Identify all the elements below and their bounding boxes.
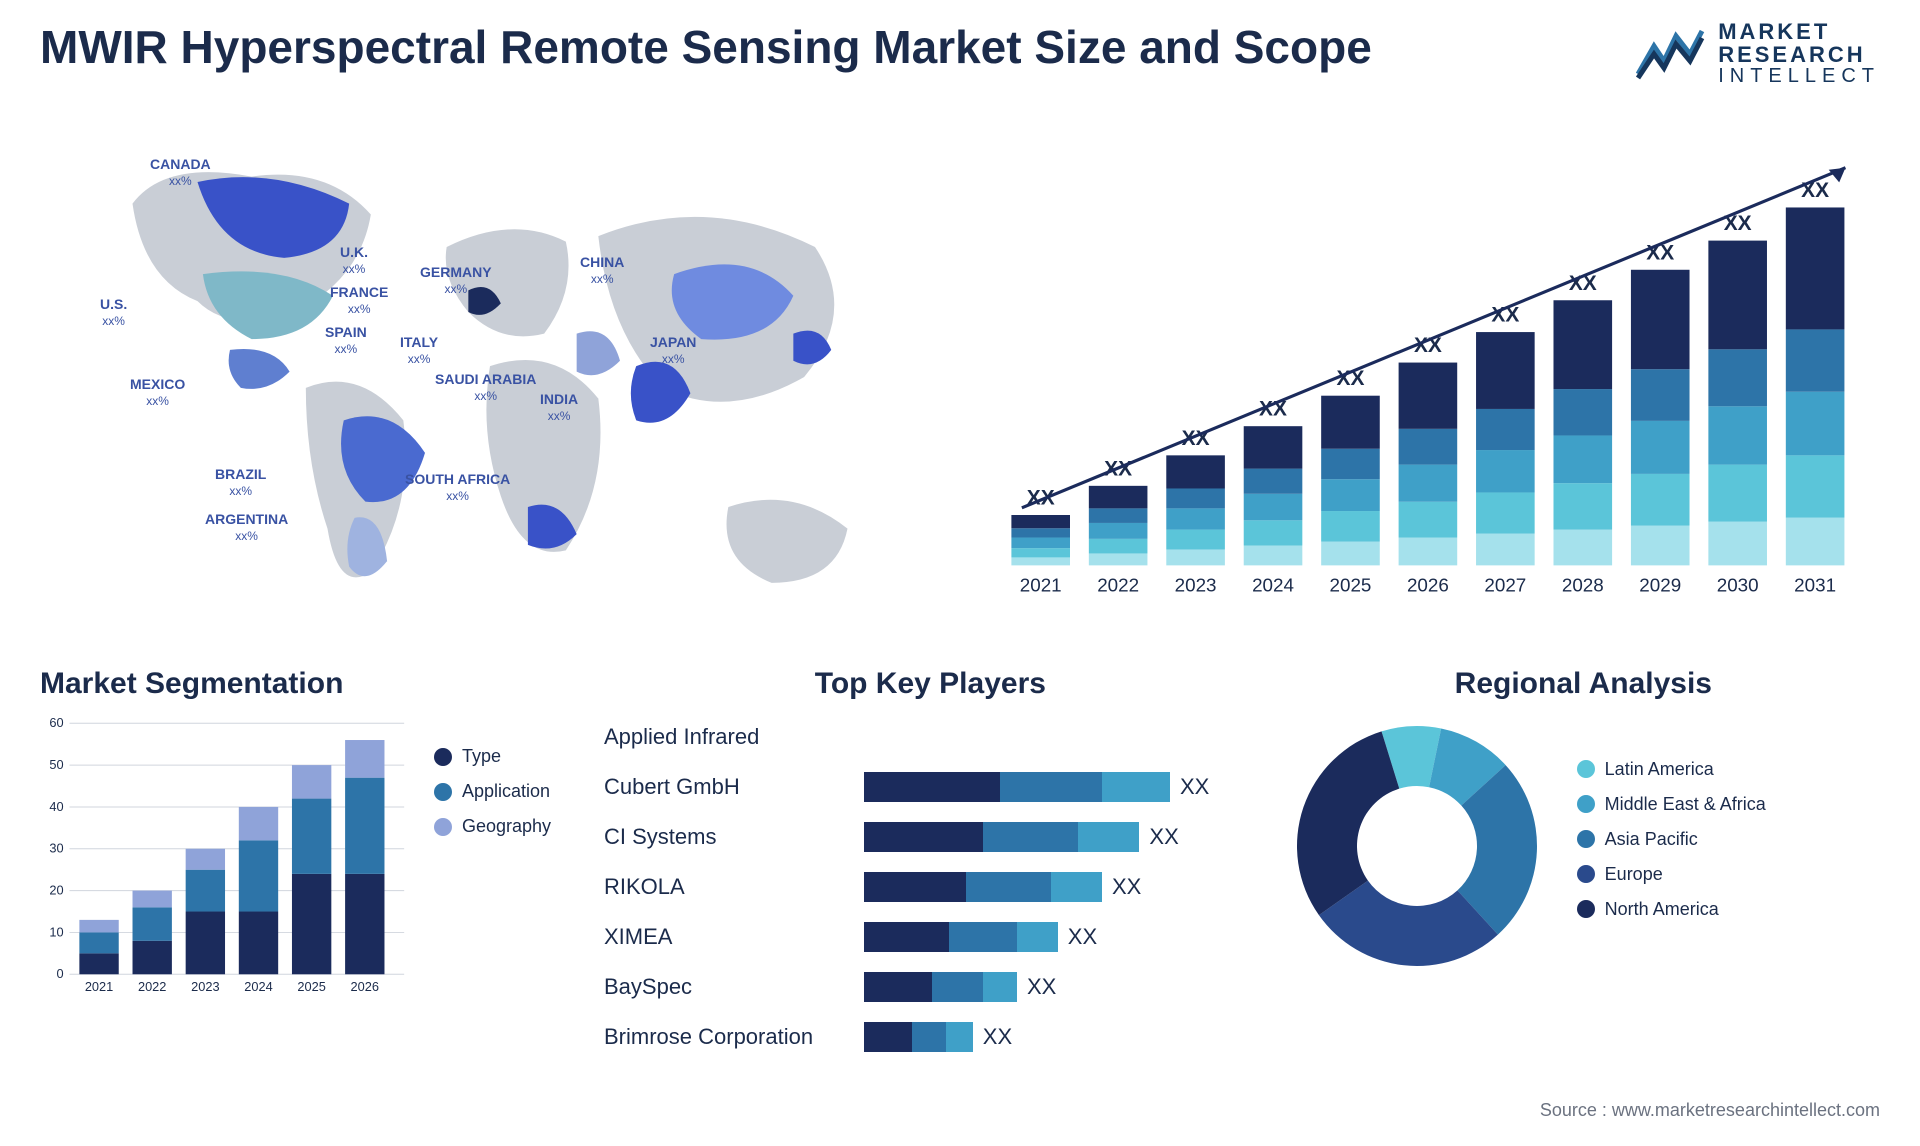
key-player-label: XIMEA (604, 924, 864, 950)
svg-text:2021: 2021 (85, 979, 113, 994)
key-player-bar (864, 1022, 973, 1052)
key-player-value: XX (1068, 924, 1097, 950)
svg-text:10: 10 (49, 925, 63, 940)
regional-donut (1287, 716, 1547, 976)
svg-text:2022: 2022 (138, 979, 166, 994)
key-player-label: RIKOLA (604, 874, 864, 900)
svg-text:2026: 2026 (1407, 575, 1449, 596)
svg-text:40: 40 (49, 799, 63, 814)
svg-text:2023: 2023 (191, 979, 219, 994)
key-player-label: BaySpec (604, 974, 864, 1000)
svg-text:30: 30 (49, 841, 63, 856)
svg-text:2021: 2021 (1020, 575, 1062, 596)
page-title: MWIR Hyperspectral Remote Sensing Market… (40, 20, 1372, 74)
country-label: ARGENTINAxx% (205, 512, 288, 543)
key-player-bar (864, 872, 1102, 902)
country-label: FRANCExx% (330, 285, 388, 316)
legend-item: North America (1577, 899, 1880, 920)
svg-text:2025: 2025 (297, 979, 325, 994)
svg-text:50: 50 (49, 757, 63, 772)
svg-text:2024: 2024 (244, 979, 272, 994)
key-player-value: XX (1112, 874, 1141, 900)
logo-text-3: INTELLECT (1718, 66, 1880, 87)
country-label: CANADAxx% (150, 157, 211, 188)
logo-text-1: MARKET (1718, 20, 1880, 43)
logo-icon (1636, 26, 1706, 81)
segmentation-legend: Type Application Geography (434, 716, 574, 1016)
country-label: GERMANYxx% (420, 265, 492, 296)
country-label: SOUTH AFRICAxx% (405, 472, 510, 503)
legend-item: Asia Pacific (1577, 829, 1880, 850)
country-label: MEXICOxx% (130, 377, 185, 408)
svg-text:XX: XX (1801, 179, 1829, 202)
svg-text:2030: 2030 (1717, 575, 1759, 596)
regional-panel: Regional Analysis Latin America Middle Ea… (1287, 667, 1880, 1067)
svg-text:2022: 2022 (1097, 575, 1139, 596)
key-player-row: Applied Infrared (604, 716, 1257, 758)
source-label: Source : www.marketresearchintellect.com (1540, 1100, 1880, 1121)
segmentation-title: Market Segmentation (40, 667, 574, 701)
country-label: U.S.xx% (100, 297, 127, 328)
legend-item: Middle East & Africa (1577, 794, 1880, 815)
legend-item: Type (434, 746, 574, 767)
key-player-bar (864, 972, 1017, 1002)
key-player-label: Brimrose Corporation (604, 1024, 864, 1050)
country-label: SAUDI ARABIAxx% (435, 372, 536, 403)
key-player-row: Brimrose Corporation XX (604, 1016, 1257, 1058)
svg-text:2025: 2025 (1330, 575, 1372, 596)
key-player-value: XX (1149, 824, 1178, 850)
logo-text-2: RESEARCH (1718, 43, 1880, 66)
world-map-panel: CANADAxx% U.S.xx% MEXICOxx% BRAZILxx% ARGENT… (40, 117, 940, 637)
country-label: JAPANxx% (650, 335, 696, 366)
key-player-row: XIMEA XX (604, 916, 1257, 958)
key-player-value: XX (983, 1024, 1012, 1050)
key-players-chart: Applied Infrared Cubert GmbH XX CI Systems X… (604, 716, 1257, 1058)
key-player-bar (864, 772, 1170, 802)
legend-item: Latin America (1577, 759, 1880, 780)
regional-legend: Latin America Middle East & Africa Asia Pa… (1577, 759, 1880, 934)
growth-chart-panel: XX2021XX2022XX2023XX2024XX2025XX2026XX20… (980, 117, 1880, 637)
growth-bar-chart: XX2021XX2022XX2023XX2024XX2025XX2026XX20… (980, 117, 1880, 637)
key-player-row: BaySpec XX (604, 966, 1257, 1008)
country-label: SPAINxx% (325, 325, 367, 356)
svg-text:2027: 2027 (1484, 575, 1526, 596)
key-player-value: XX (1180, 774, 1209, 800)
country-label: BRAZILxx% (215, 467, 266, 498)
legend-item: Application (434, 781, 574, 802)
svg-text:0: 0 (57, 966, 64, 981)
logo: MARKET RESEARCH INTELLECT (1636, 20, 1880, 87)
svg-text:60: 60 (49, 716, 63, 730)
country-label: INDIAxx% (540, 392, 578, 423)
country-label: U.K.xx% (340, 245, 368, 276)
key-player-row: CI Systems XX (604, 816, 1257, 858)
key-player-row: RIKOLA XX (604, 866, 1257, 908)
country-label: CHINAxx% (580, 255, 624, 286)
svg-text:2023: 2023 (1175, 575, 1217, 596)
key-player-value: XX (1027, 974, 1056, 1000)
svg-text:20: 20 (49, 883, 63, 898)
svg-text:2026: 2026 (351, 979, 379, 994)
key-player-row: Cubert GmbH XX (604, 766, 1257, 808)
legend-item: Europe (1577, 864, 1880, 885)
key-player-label: CI Systems (604, 824, 864, 850)
svg-text:2029: 2029 (1639, 575, 1681, 596)
legend-item: Geography (434, 816, 574, 837)
svg-text:2028: 2028 (1562, 575, 1604, 596)
key-players-panel: Top Key Players Applied Infrared Cubert G… (604, 667, 1257, 1067)
country-label: ITALYxx% (400, 335, 438, 366)
segmentation-chart: 0 10 20 30 40 50 60 2021 2022 2023 2024 2025 2026 (40, 716, 414, 1016)
key-player-bar (864, 822, 1139, 852)
key-players-title: Top Key Players (604, 667, 1257, 701)
regional-title: Regional Analysis (1287, 667, 1880, 701)
svg-text:XX: XX (1027, 487, 1055, 510)
key-player-bar (864, 922, 1058, 952)
key-player-label: Applied Infrared (604, 724, 864, 750)
svg-text:2031: 2031 (1794, 575, 1836, 596)
svg-text:2024: 2024 (1252, 575, 1294, 596)
key-player-label: Cubert GmbH (604, 774, 864, 800)
segmentation-panel: Market Segmentation 0 10 20 30 40 50 60 2021 202… (40, 667, 574, 1067)
